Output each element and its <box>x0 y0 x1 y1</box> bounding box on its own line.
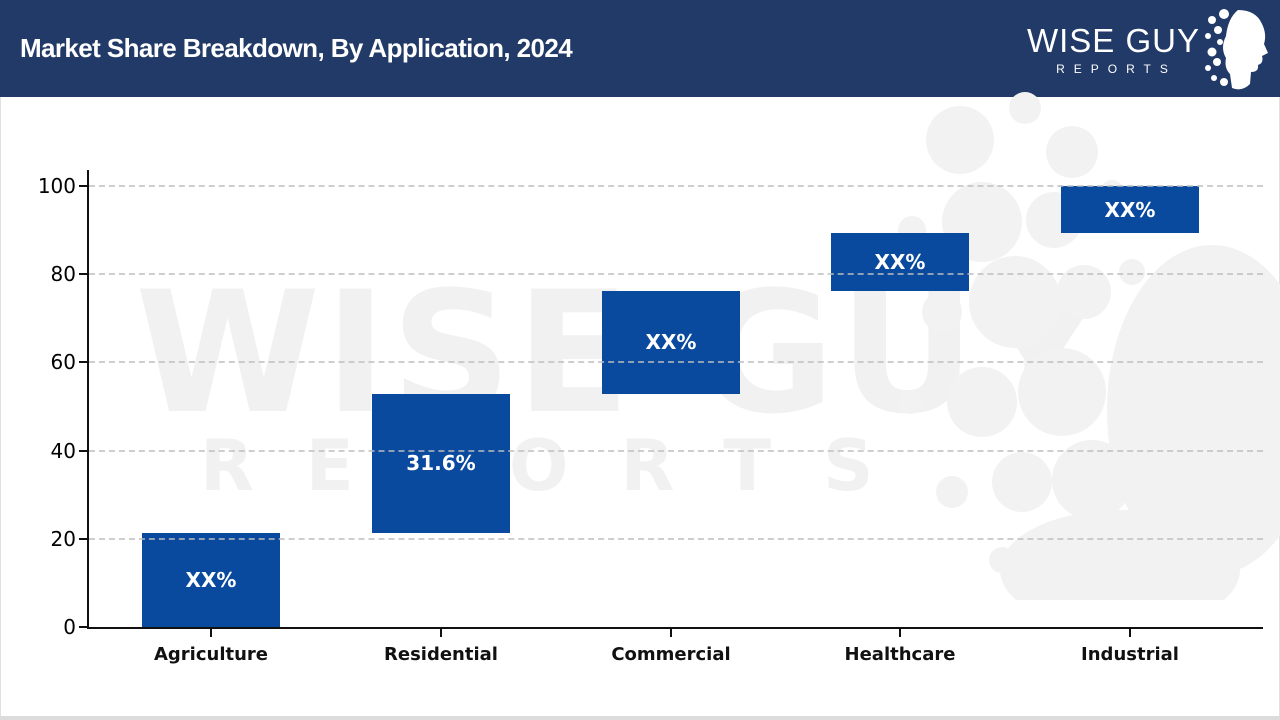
wise-guy-reports-logo: WISE GUY REPORTS <box>1008 6 1268 92</box>
gridline <box>89 185 1263 187</box>
x-category-label: Industrial <box>1081 644 1179 665</box>
face-profile-icon <box>1205 9 1268 90</box>
bar-value-label: XX% <box>874 249 926 274</box>
gridline <box>89 449 1263 452</box>
footer-strip <box>0 716 1280 720</box>
y-tick-mark <box>79 626 87 628</box>
gridline <box>89 361 1263 364</box>
x-category-label: Agriculture <box>153 644 269 665</box>
watermark-face-dots <box>898 92 1280 600</box>
y-tick-mark <box>79 449 87 452</box>
y-tick-label: 100 <box>37 174 76 198</box>
y-tick-mark <box>79 537 87 540</box>
y-tick-label: 0 <box>63 615 76 639</box>
logo-subtitle: REPORTS <box>1056 62 1177 76</box>
x-tick-mark <box>899 629 901 637</box>
header-bar: Market Share Breakdown, By Application, … <box>0 0 1280 97</box>
x-tick-mark <box>440 629 442 637</box>
bar: XX% <box>142 533 280 627</box>
bar: XX% <box>1061 186 1199 234</box>
bar-value-label: XX% <box>185 568 237 593</box>
y-tick-mark <box>79 273 87 276</box>
x-category-label: Healthcare <box>844 644 956 665</box>
y-tick-mark <box>79 185 87 187</box>
logo-text: WISE GUY REPORTS <box>1027 22 1200 76</box>
y-tick-label: 40 <box>50 438 76 463</box>
x-category-label: Commercial <box>611 644 731 665</box>
x-axis <box>87 627 1263 629</box>
x-tick-mark <box>210 629 212 637</box>
y-tick-label: 60 <box>50 350 76 375</box>
gridline <box>89 273 1263 276</box>
bar-value-label: XX% <box>645 330 697 355</box>
page-title: Market Share Breakdown, By Application, … <box>20 33 573 63</box>
bar-value-label: 31.6% <box>406 451 476 476</box>
x-category-label: Residential <box>384 644 498 665</box>
y-tick-mark <box>79 361 87 364</box>
bar: XX% <box>831 233 969 291</box>
bar-value-label: XX% <box>1104 197 1156 222</box>
gridline <box>89 537 1263 540</box>
bar: 31.6% <box>372 393 510 534</box>
x-tick-mark <box>1129 629 1131 637</box>
bar: XX% <box>602 290 740 394</box>
y-tick-label: 20 <box>50 526 76 551</box>
watermark-subtitle: REPORTS <box>200 425 926 507</box>
x-tick-mark <box>670 629 672 637</box>
y-tick-label: 80 <box>50 262 76 287</box>
logo-wordmark: WISE GUY <box>1026 22 1200 59</box>
waterfall-chart: 0 20 40 60 80 100 XX% Agriculture 31.6% Residenti… <box>0 97 1280 717</box>
y-axis <box>87 170 89 629</box>
